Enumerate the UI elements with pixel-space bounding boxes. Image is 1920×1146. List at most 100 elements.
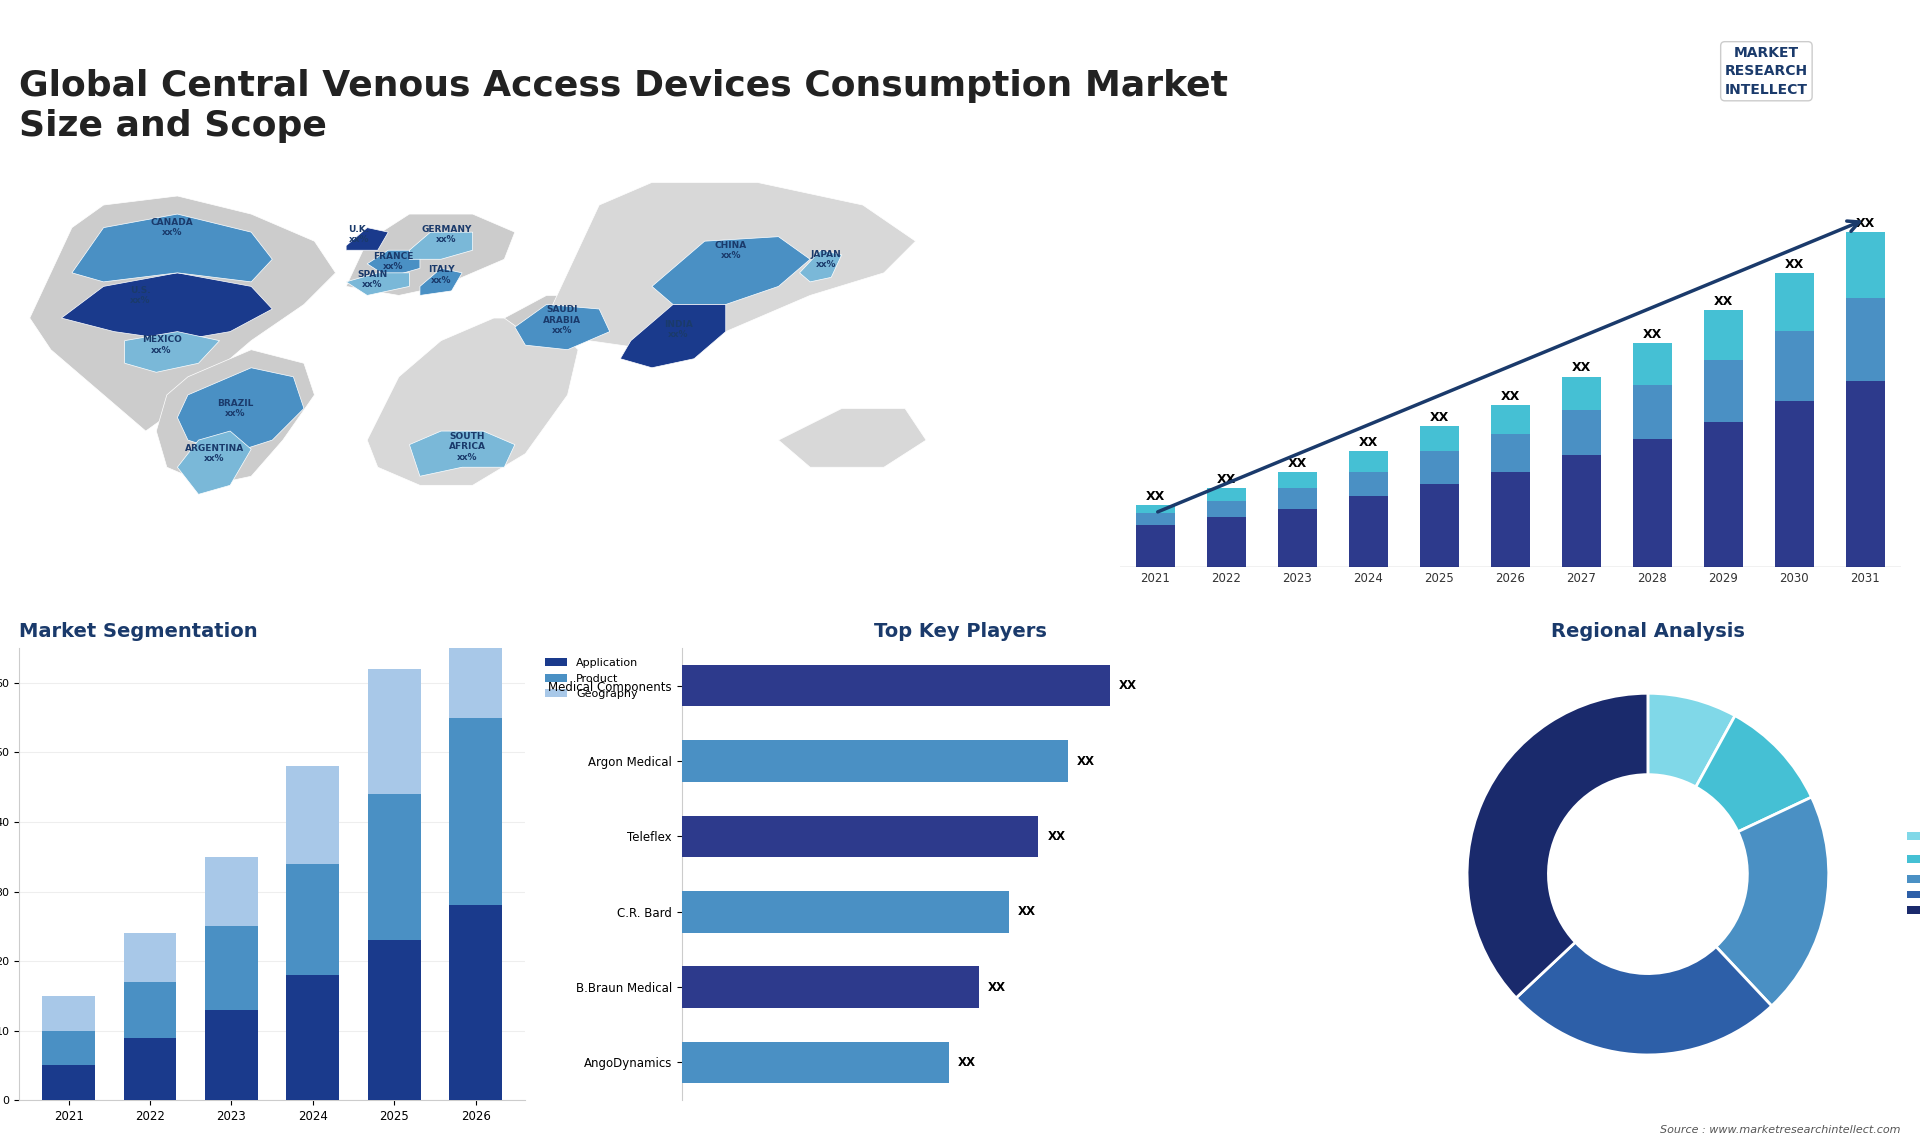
Wedge shape <box>1647 693 1736 787</box>
Wedge shape <box>1716 798 1828 1006</box>
Bar <box>1774 401 1814 566</box>
Polygon shape <box>420 268 463 296</box>
Polygon shape <box>61 273 273 340</box>
Text: XX: XX <box>958 1055 975 1069</box>
Text: Source : www.marketresearchintellect.com: Source : www.marketresearchintellect.com <box>1661 1124 1901 1135</box>
Bar <box>1135 525 1175 566</box>
Text: 2030: 2030 <box>1780 572 1809 584</box>
Bar <box>1277 488 1317 509</box>
Text: JAPAN
xx%: JAPAN xx% <box>810 250 841 269</box>
Bar <box>682 740 1068 782</box>
Bar <box>449 905 501 1100</box>
Title: Top Key Players: Top Key Players <box>874 622 1046 641</box>
Text: INDIA
xx%: INDIA xx% <box>664 320 693 339</box>
Bar <box>1561 377 1601 409</box>
Bar <box>1632 385 1672 439</box>
Polygon shape <box>346 214 515 296</box>
Circle shape <box>1548 775 1747 974</box>
Legend: Latin America, Middle East &
Africa, Asia Pacific, Europe, North America: Latin America, Middle East & Africa, Asi… <box>1903 827 1920 920</box>
Bar <box>1561 455 1601 566</box>
Text: XX: XX <box>1146 489 1165 503</box>
Text: 2022: 2022 <box>1212 572 1240 584</box>
Bar <box>1419 450 1459 484</box>
Bar <box>1135 504 1175 513</box>
Text: XX: XX <box>1217 473 1236 486</box>
Text: ARGENTINA
xx%: ARGENTINA xx% <box>184 444 244 463</box>
Polygon shape <box>515 305 611 350</box>
Polygon shape <box>799 250 841 282</box>
Bar <box>1845 231 1885 298</box>
Bar <box>449 717 501 905</box>
Polygon shape <box>177 368 303 454</box>
Bar <box>1490 434 1530 472</box>
Bar <box>369 940 420 1100</box>
Bar <box>1774 273 1814 331</box>
Text: XX: XX <box>1855 217 1876 229</box>
Text: Size and Scope: Size and Scope <box>19 109 326 143</box>
Bar <box>449 565 501 717</box>
Text: Market Segmentation: Market Segmentation <box>19 622 257 641</box>
Text: XX: XX <box>1715 296 1734 308</box>
Text: CANADA
xx%: CANADA xx% <box>152 218 194 237</box>
Polygon shape <box>71 214 273 282</box>
Title: Regional Analysis: Regional Analysis <box>1551 622 1745 641</box>
Text: CHINA
xx%: CHINA xx% <box>714 241 747 260</box>
Text: MARKET
RESEARCH
INTELLECT: MARKET RESEARCH INTELLECT <box>1724 46 1809 96</box>
Polygon shape <box>177 431 252 494</box>
Bar <box>1632 344 1672 385</box>
Bar <box>1561 409 1601 455</box>
Bar <box>123 1037 177 1100</box>
Bar <box>1206 488 1246 501</box>
Text: 2031: 2031 <box>1851 572 1880 584</box>
Bar <box>286 864 340 975</box>
Bar <box>1490 472 1530 566</box>
Bar <box>42 996 96 1030</box>
Bar <box>682 892 1008 933</box>
Bar <box>1348 472 1388 496</box>
Bar <box>1845 380 1885 566</box>
Bar <box>1206 501 1246 517</box>
Wedge shape <box>1467 693 1647 998</box>
Bar <box>286 975 340 1100</box>
Text: XX: XX <box>1288 456 1308 470</box>
Bar <box>1419 426 1459 450</box>
Text: U.S.
xx%: U.S. xx% <box>131 285 152 305</box>
Bar <box>682 665 1110 706</box>
Bar <box>1277 472 1317 488</box>
Bar <box>1348 496 1388 566</box>
Bar <box>205 1010 257 1100</box>
Polygon shape <box>367 319 578 485</box>
Text: 2023: 2023 <box>1283 572 1311 584</box>
Bar <box>369 794 420 940</box>
Text: FRANCE
xx%: FRANCE xx% <box>372 252 413 272</box>
Text: 2028: 2028 <box>1638 572 1667 584</box>
Bar <box>1632 439 1672 566</box>
Bar <box>1845 298 1885 380</box>
Text: XX: XX <box>1018 905 1035 918</box>
Polygon shape <box>29 196 336 431</box>
Bar <box>1348 450 1388 472</box>
Bar <box>369 669 420 794</box>
Bar <box>123 982 177 1037</box>
Text: SPAIN
xx%: SPAIN xx% <box>357 270 388 289</box>
Bar <box>1206 517 1246 566</box>
Polygon shape <box>346 228 388 250</box>
Text: MEXICO
xx%: MEXICO xx% <box>142 336 182 355</box>
Bar <box>682 966 979 1007</box>
Text: XX: XX <box>1077 754 1094 768</box>
Bar <box>42 1030 96 1066</box>
Text: XX: XX <box>1644 329 1663 342</box>
Text: BRAZIL
xx%: BRAZIL xx% <box>217 399 253 418</box>
Bar <box>1703 422 1743 566</box>
Text: 2026: 2026 <box>1496 572 1524 584</box>
Text: 2021: 2021 <box>1140 572 1169 584</box>
Text: GERMANY
xx%: GERMANY xx% <box>420 225 472 244</box>
Polygon shape <box>409 233 472 259</box>
Bar <box>682 1042 948 1083</box>
Text: 2029: 2029 <box>1709 572 1738 584</box>
Bar <box>286 767 340 864</box>
Bar <box>1703 311 1743 360</box>
Polygon shape <box>346 273 409 296</box>
Text: XX: XX <box>1786 258 1805 272</box>
Bar <box>1277 509 1317 566</box>
